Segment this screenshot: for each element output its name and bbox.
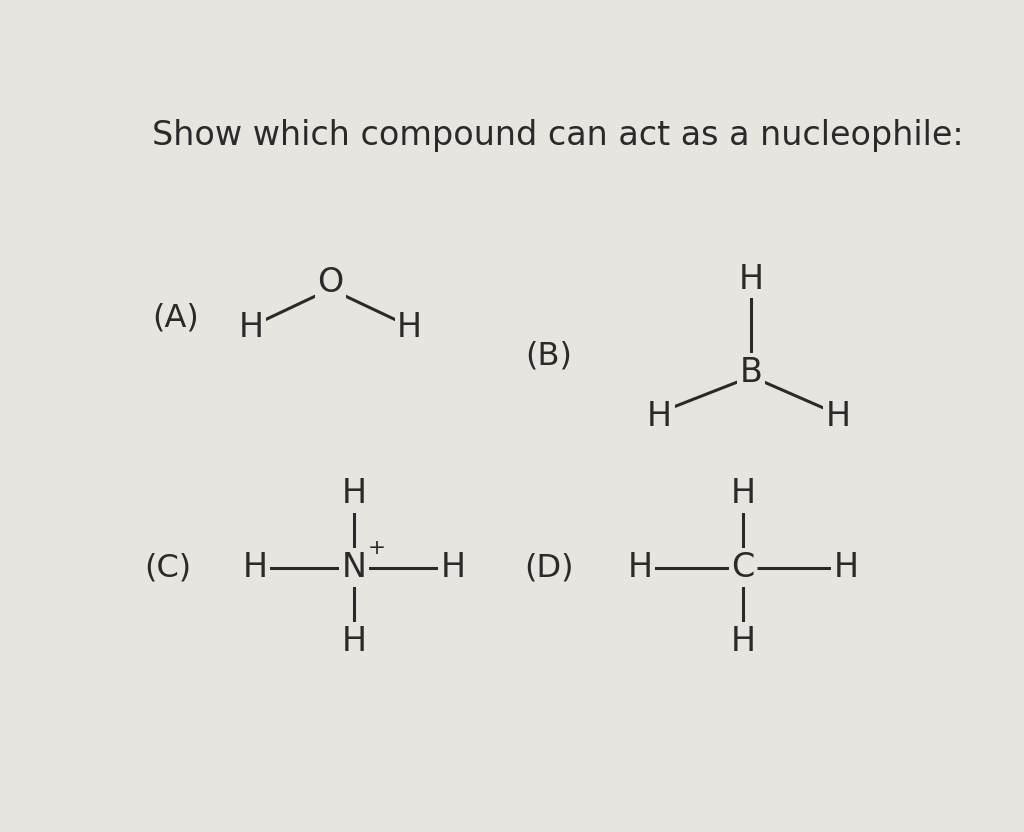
Text: +: +	[368, 538, 386, 558]
Text: (D): (D)	[524, 552, 573, 583]
Text: B: B	[739, 355, 763, 389]
Text: H: H	[834, 551, 859, 584]
Text: H: H	[730, 478, 756, 510]
Text: H: H	[730, 625, 756, 657]
Text: H: H	[239, 311, 263, 344]
Text: Show which compound can act as a nucleophile:: Show which compound can act as a nucleop…	[152, 119, 964, 151]
Text: H: H	[825, 400, 851, 433]
Text: (B): (B)	[525, 340, 572, 372]
Text: H: H	[647, 400, 672, 433]
Text: H: H	[628, 551, 652, 584]
Text: H: H	[342, 625, 367, 657]
Text: H: H	[738, 263, 764, 295]
Text: H: H	[441, 551, 466, 584]
Text: (C): (C)	[144, 552, 191, 583]
Text: H: H	[397, 311, 422, 344]
Text: H: H	[243, 551, 267, 584]
Text: H: H	[342, 478, 367, 510]
Text: C: C	[731, 551, 755, 584]
Text: (A): (A)	[153, 302, 199, 333]
Text: N: N	[342, 551, 367, 584]
Text: O: O	[317, 266, 343, 299]
